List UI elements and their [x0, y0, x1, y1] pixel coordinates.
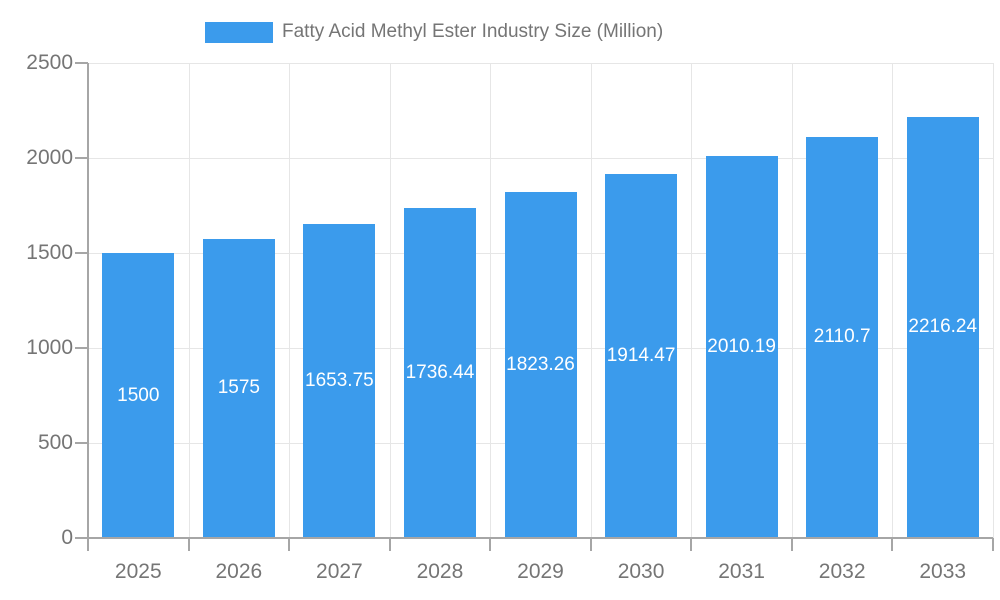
x-axis-tick: [388, 538, 391, 551]
chart-legend: Fatty Acid Methyl Ester Industry Size (M…: [205, 21, 663, 43]
bar-value-label: 1500: [117, 384, 160, 406]
x-axis-tick-label: 2028: [416, 560, 464, 583]
bar-2031[interactable]: [705, 156, 778, 538]
gridline-v: [993, 63, 994, 538]
bar-2026[interactable]: [202, 238, 275, 538]
x-axis-tick-label: 2033: [919, 560, 967, 583]
x-axis-tick: [589, 538, 592, 551]
x-axis-line: [75, 537, 993, 539]
x-axis-tick: [690, 538, 693, 551]
x-axis-tick-label: 2031: [718, 560, 765, 583]
gridline-v: [389, 63, 391, 538]
gridline-v: [892, 63, 894, 538]
bar-value-label: 2216.24: [908, 316, 978, 338]
y-axis-tick-label: 500: [37, 431, 73, 454]
gridline-h: [88, 158, 993, 159]
y-axis-tick-label: 0: [61, 526, 73, 549]
bar-value-label: 1653.75: [305, 369, 374, 391]
bar-2030[interactable]: [605, 174, 678, 538]
x-axis-tick: [790, 538, 793, 551]
bar-2025[interactable]: [102, 253, 175, 538]
x-axis-tick-label: 2032: [818, 560, 866, 583]
y-axis-tick-label: 1000: [26, 336, 73, 359]
y-axis-tick: [75, 252, 88, 254]
gridline-v: [791, 63, 793, 538]
gridline-h: [88, 63, 993, 64]
y-axis-tick: [75, 347, 88, 349]
gridline-v: [691, 63, 693, 538]
bar-2029[interactable]: [504, 191, 577, 538]
x-axis-tick: [187, 538, 190, 551]
legend-label: Fatty Acid Methyl Ester Industry Size (M…: [282, 21, 664, 42]
y-axis-tick: [75, 442, 88, 444]
bar-2032[interactable]: [806, 136, 879, 538]
bar-2033[interactable]: [906, 116, 979, 538]
x-axis-tick: [992, 538, 994, 551]
bar-value-label: 1914.47: [606, 345, 676, 367]
gridline-v: [490, 63, 492, 538]
y-axis-line: [87, 63, 89, 551]
x-axis-tick-label: 2026: [215, 560, 263, 583]
x-axis-tick: [489, 538, 492, 551]
bar-value-label: 1823.26: [506, 353, 575, 375]
x-axis-tick-label: 2027: [316, 560, 363, 583]
y-axis-tick: [75, 62, 88, 64]
x-axis-tick-label: 2030: [617, 560, 665, 583]
y-axis-tick-label: 2500: [26, 51, 73, 74]
gridline-v: [590, 63, 592, 538]
bar-value-label: 1736.44: [405, 362, 475, 384]
y-axis-tick-label: 1500: [26, 241, 73, 264]
bar-2027[interactable]: [303, 223, 376, 538]
x-axis-tick-label: 2029: [517, 560, 564, 583]
x-axis-tick: [891, 538, 894, 551]
y-axis-tick: [75, 157, 88, 159]
bar-2028[interactable]: [403, 208, 476, 538]
y-axis-tick-label: 2000: [26, 146, 73, 169]
gridline-v: [289, 63, 291, 538]
legend-swatch: [205, 21, 273, 43]
bar-value-label: 1575: [217, 377, 260, 399]
x-axis-tick: [288, 538, 291, 551]
gridline-v: [188, 63, 190, 538]
bar-value-label: 2110.7: [813, 326, 871, 348]
x-axis-tick-label: 2025: [114, 560, 162, 583]
bar-value-label: 2010.19: [707, 336, 776, 358]
